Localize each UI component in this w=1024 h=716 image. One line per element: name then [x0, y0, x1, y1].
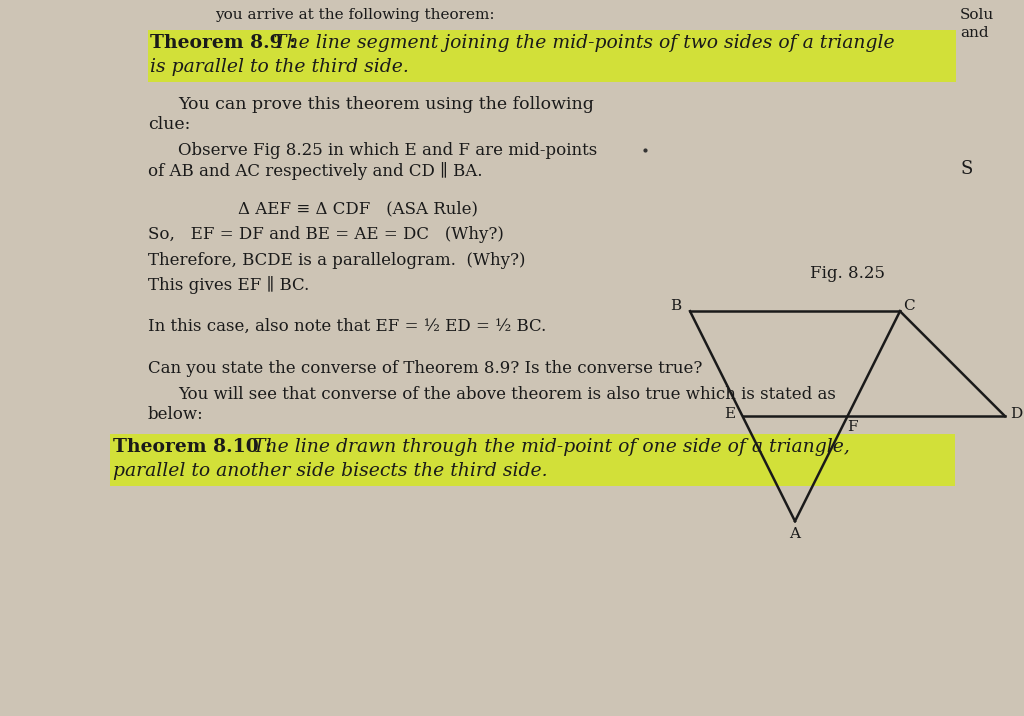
- Bar: [148, 30, 956, 82]
- Text: of AB and AC respectively and CD ∥ BA.: of AB and AC respectively and CD ∥ BA.: [148, 162, 482, 180]
- Text: F: F: [847, 420, 858, 434]
- Text: Can you state the converse of Theorem 8.9? Is the converse true?: Can you state the converse of Theorem 8.…: [148, 360, 702, 377]
- Text: parallel to another side bisects the third side.: parallel to another side bisects the thi…: [113, 462, 548, 480]
- Text: S: S: [961, 160, 973, 178]
- Text: The line drawn through the mid-point of one side of a triangle,: The line drawn through the mid-point of …: [247, 438, 850, 456]
- Text: you arrive at the following theorem:: you arrive at the following theorem:: [215, 8, 495, 22]
- Text: This gives EF ∥ BC.: This gives EF ∥ BC.: [148, 276, 309, 294]
- Text: below:: below:: [148, 406, 204, 423]
- Text: Fig. 8.25: Fig. 8.25: [810, 265, 885, 282]
- Text: B: B: [671, 299, 682, 313]
- Text: E: E: [724, 407, 735, 421]
- Text: Observe Fig 8.25 in which E and F are mid-points: Observe Fig 8.25 in which E and F are mi…: [178, 142, 597, 159]
- Text: C: C: [903, 299, 914, 313]
- Text: Solu: Solu: [961, 8, 994, 22]
- Text: Therefore, BCDE is a parallelogram.  (Why?): Therefore, BCDE is a parallelogram. (Why…: [148, 252, 525, 269]
- Text: is parallel to the third side.: is parallel to the third side.: [150, 58, 409, 76]
- Text: and: and: [961, 26, 988, 40]
- Text: You can prove this theorem using the following: You can prove this theorem using the fol…: [178, 96, 594, 113]
- Text: Δ AEF ≡ Δ CDF   (ASA Rule): Δ AEF ≡ Δ CDF (ASA Rule): [238, 200, 478, 217]
- Text: Theorem 8.9 :: Theorem 8.9 :: [150, 34, 296, 52]
- Text: You will see that converse of the above theorem is also true which is stated as: You will see that converse of the above …: [178, 386, 836, 403]
- Text: Theorem 8.10 :: Theorem 8.10 :: [113, 438, 272, 456]
- Text: So,   EF = DF and BE = AE = DC   (Why?): So, EF = DF and BE = AE = DC (Why?): [148, 226, 504, 243]
- Text: D: D: [1010, 407, 1022, 421]
- Text: clue:: clue:: [148, 116, 190, 133]
- Bar: [110, 434, 955, 486]
- Text: The line segment joining the mid-points of two sides of a triangle: The line segment joining the mid-points …: [268, 34, 895, 52]
- Text: In this case, also note that EF = ½ ED = ½ BC.: In this case, also note that EF = ½ ED =…: [148, 318, 546, 335]
- Text: A: A: [790, 527, 801, 541]
